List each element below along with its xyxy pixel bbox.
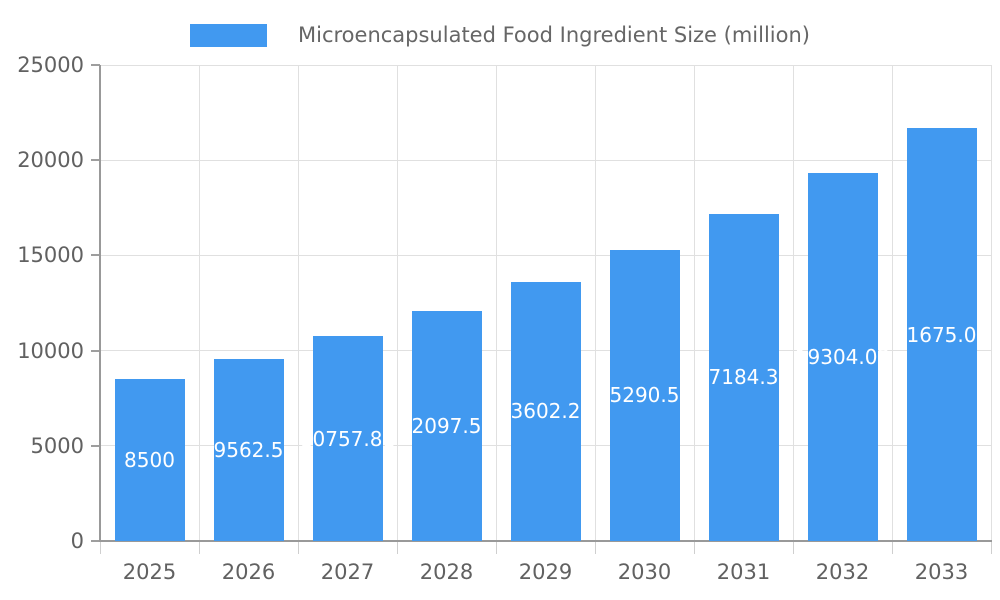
gridline-vertical bbox=[891, 65, 893, 541]
bar-value-label: 8500 bbox=[124, 448, 175, 473]
y-tick-label: 10000 bbox=[17, 338, 84, 363]
x-tick-mark bbox=[198, 541, 200, 554]
bar-2032[interactable]: 19304.02 bbox=[795, 173, 890, 541]
gridline-vertical bbox=[594, 65, 596, 541]
y-tick-label: 25000 bbox=[17, 53, 84, 77]
y-tick-mark bbox=[91, 540, 100, 542]
gridline-vertical bbox=[495, 65, 497, 541]
x-tick-label: 2031 bbox=[716, 560, 771, 584]
x-tick-mark bbox=[792, 541, 794, 554]
bar-value-label: 21675.06 bbox=[893, 322, 990, 347]
x-tick-mark bbox=[396, 541, 398, 554]
x-tick-label: 2026 bbox=[221, 560, 276, 584]
bar-2029[interactable]: 13602.23 bbox=[498, 282, 593, 541]
bar-value-label: 19304.02 bbox=[794, 345, 891, 370]
gridline-horizontal bbox=[100, 159, 991, 161]
bar-2025[interactable]: 8500 bbox=[114, 379, 185, 541]
bar-value-label: 15290.55 bbox=[596, 383, 693, 408]
gridline-vertical bbox=[198, 65, 200, 541]
gridline-vertical bbox=[990, 65, 992, 541]
legend-item[interactable]: Microencapsulated Food Ingredient Size (… bbox=[0, 20, 1000, 50]
bar-2030[interactable]: 15290.55 bbox=[597, 249, 692, 541]
gridline-vertical bbox=[792, 65, 794, 541]
x-tick-label: 2025 bbox=[122, 560, 177, 584]
y-axis-line bbox=[99, 65, 101, 542]
x-tick-mark bbox=[594, 541, 596, 554]
y-tick-label: 0 bbox=[70, 529, 84, 553]
legend-swatch-icon bbox=[190, 23, 267, 47]
x-tick-mark bbox=[891, 541, 893, 554]
y-tick-label: 20000 bbox=[17, 148, 84, 173]
gridline-horizontal bbox=[100, 254, 991, 256]
bar-value-label: 17184.35 bbox=[695, 365, 792, 390]
x-tick-mark bbox=[99, 541, 101, 554]
x-tick-label: 2027 bbox=[320, 560, 375, 584]
gridline-vertical bbox=[693, 65, 695, 541]
bar-2033[interactable]: 21675.06 bbox=[894, 128, 989, 541]
x-tick-label: 2033 bbox=[914, 560, 969, 584]
legend-label: Microencapsulated Food Ingredient Size (… bbox=[298, 23, 810, 47]
y-tick-mark bbox=[91, 254, 100, 257]
y-tick-mark bbox=[91, 64, 100, 66]
y-tick-label: 15000 bbox=[17, 243, 84, 268]
bar-2026[interactable]: 9562.5 bbox=[213, 358, 284, 541]
y-tick-label: 5000 bbox=[30, 433, 84, 458]
y-tick-mark bbox=[91, 159, 100, 162]
y-tick-mark bbox=[91, 444, 100, 447]
bar-value-label: 12097.53 bbox=[398, 413, 495, 438]
bar-2027[interactable]: 10757.81 bbox=[300, 336, 395, 541]
bar-value-label: 10757.81 bbox=[299, 426, 396, 451]
y-tick-mark bbox=[91, 349, 100, 352]
gridline-horizontal bbox=[100, 64, 991, 66]
x-tick-mark bbox=[495, 541, 497, 554]
gridline-vertical bbox=[297, 65, 299, 541]
x-tick-mark bbox=[297, 541, 299, 554]
bar-2031[interactable]: 17184.35 bbox=[696, 213, 791, 541]
x-tick-label: 2029 bbox=[518, 560, 573, 584]
bar-2028[interactable]: 12097.53 bbox=[399, 310, 494, 541]
x-tick-mark bbox=[990, 541, 992, 554]
x-tick-mark bbox=[693, 541, 695, 554]
x-tick-label: 2028 bbox=[419, 560, 474, 584]
x-tick-label: 2032 bbox=[815, 560, 870, 584]
bar-value-label: 9562.5 bbox=[213, 437, 284, 462]
bar-value-label: 13602.23 bbox=[497, 399, 594, 424]
x-tick-label: 2030 bbox=[617, 560, 672, 584]
gridline-vertical bbox=[396, 65, 398, 541]
x-axis-line bbox=[99, 540, 992, 542]
